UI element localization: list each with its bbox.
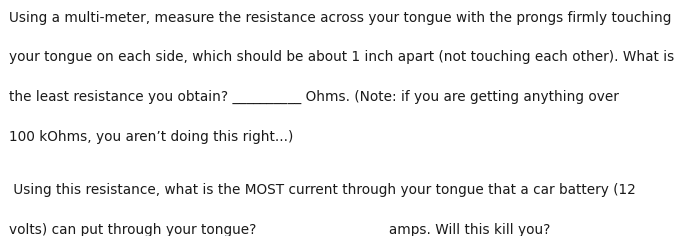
Text: Using this resistance, what is the MOST current through your tongue that a car b: Using this resistance, what is the MOST … xyxy=(9,183,636,197)
Text: your tongue on each side, which should be about 1 inch apart (not touching each : your tongue on each side, which should b… xyxy=(9,50,674,64)
Text: Using a multi-meter, measure the resistance across your tongue with the prongs f: Using a multi-meter, measure the resista… xyxy=(9,11,671,25)
Text: volts) can put through your tongue? __________________ amps. Will this kill you?: volts) can put through your tongue? ____… xyxy=(9,223,550,236)
Text: 100 kOhms, you aren’t doing this right...): 100 kOhms, you aren’t doing this right..… xyxy=(9,130,293,143)
Text: the least resistance you obtain? __________ Ohms. (Note: if you are getting anyt: the least resistance you obtain? _______… xyxy=(9,90,619,104)
